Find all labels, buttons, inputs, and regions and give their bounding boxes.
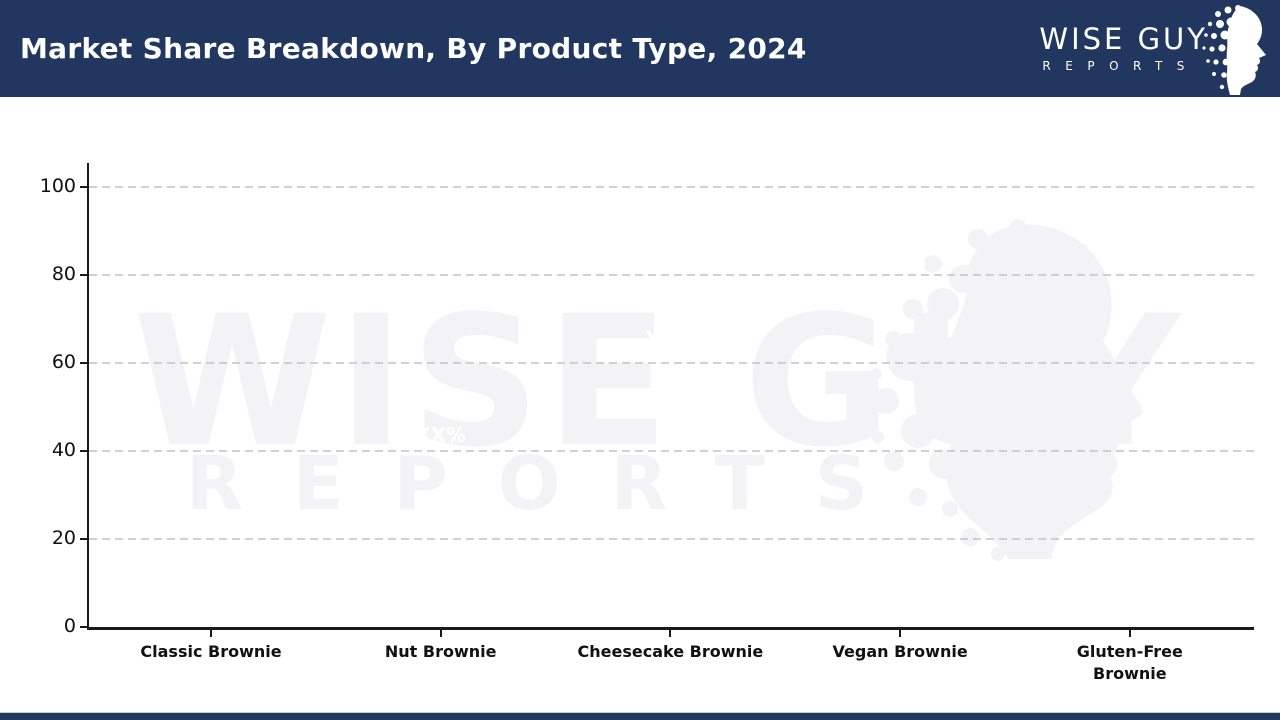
y-tick-mark xyxy=(80,450,88,452)
watermark-head-icon xyxy=(870,219,1142,561)
gridline-40 xyxy=(89,450,1254,452)
y-tick-mark xyxy=(80,274,88,276)
y-tick-label: 80 xyxy=(51,263,76,285)
x-axis-spine xyxy=(87,627,1254,630)
gridline-80 xyxy=(89,274,1254,276)
x-category-label: Nut Brownie xyxy=(384,642,497,661)
x-tick-mark xyxy=(1128,630,1131,637)
y-tick-label: 60 xyxy=(51,351,76,373)
x-category-label: Cheesecake Brownie xyxy=(577,642,764,661)
y-tick-mark xyxy=(80,186,88,188)
y-tick-label: 0 xyxy=(63,615,76,637)
y-tick-label: 100 xyxy=(39,175,76,197)
x-category-label: Classic Brownie xyxy=(140,642,282,661)
x-category-label: Gluten-Free Brownie xyxy=(1076,642,1183,683)
y-tick-mark xyxy=(80,626,88,628)
watermark-subtext: REPORTS xyxy=(186,441,919,527)
wiseguy-logo: WISE GUY REPORTS xyxy=(1039,0,1272,97)
y-tick-mark xyxy=(80,538,88,540)
bar-value-label: XX% xyxy=(644,326,696,351)
logo-head-icon xyxy=(1202,4,1266,95)
gridline-100 xyxy=(89,186,1254,188)
x-tick-mark xyxy=(439,630,442,637)
y-tick-mark xyxy=(80,362,88,364)
bar-value-label: XX% xyxy=(415,422,467,447)
bar-value-label: 31.5% xyxy=(176,544,246,569)
x-tick-mark xyxy=(669,630,672,637)
bar-value-label: XX% xyxy=(1104,194,1156,219)
plot-region: 0 20 40 60 80 100 31.5% Classic Brownie XX% Nut B… xyxy=(0,97,1280,712)
y-tick-label: 20 xyxy=(51,527,76,549)
y-tick-label: 40 xyxy=(51,439,76,461)
logo-wordmark: WISE GUY xyxy=(1039,21,1208,56)
x-category-label: Vegan Brownie xyxy=(832,642,968,661)
chart-area: WISE GUY REPORTS 0 20 40 60 80 100 31.5% Classi… xyxy=(0,97,1280,712)
gridline-20 xyxy=(89,538,1254,540)
x-tick-mark xyxy=(899,630,902,637)
gridline-60 xyxy=(89,362,1254,364)
logo-text: WISE GUY REPORTS xyxy=(1039,21,1208,73)
chart-title: Market Share Breakdown, By Product Type,… xyxy=(20,31,807,65)
x-tick-mark xyxy=(210,630,212,637)
logo-subtext: REPORTS xyxy=(1042,58,1199,73)
y-axis-spine xyxy=(87,163,89,629)
header-bar: Market Share Breakdown, By Product Type,… xyxy=(0,0,1280,97)
bar-value-label: XX% xyxy=(874,249,926,274)
footer-bar xyxy=(0,712,1280,720)
